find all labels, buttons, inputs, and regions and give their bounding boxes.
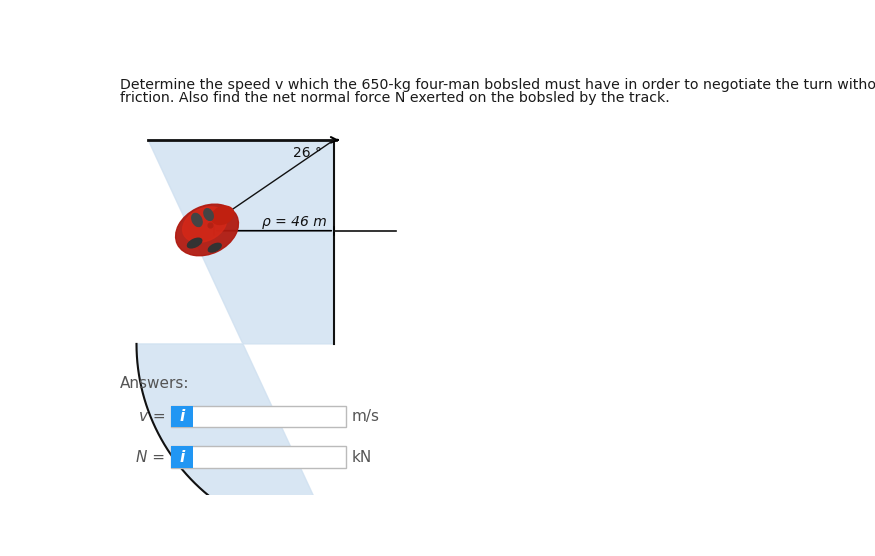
Text: G: G: [214, 210, 223, 223]
Ellipse shape: [183, 207, 227, 242]
Ellipse shape: [192, 214, 202, 226]
Ellipse shape: [208, 244, 221, 252]
Text: Answers:: Answers:: [120, 376, 190, 391]
Text: Determine the speed v which the 650-kg four-man bobsled must have in order to ne: Determine the speed v which the 650-kg f…: [120, 77, 875, 92]
Text: N =: N =: [136, 450, 165, 465]
Text: ρ = 46 m: ρ = 46 m: [262, 215, 327, 229]
Ellipse shape: [187, 238, 202, 248]
Ellipse shape: [176, 204, 239, 256]
Text: i: i: [179, 409, 185, 424]
Ellipse shape: [212, 206, 234, 225]
FancyBboxPatch shape: [172, 446, 193, 468]
Text: v =: v =: [138, 409, 165, 424]
Text: kN: kN: [351, 450, 371, 465]
FancyBboxPatch shape: [172, 405, 346, 427]
FancyBboxPatch shape: [172, 446, 346, 468]
Ellipse shape: [204, 208, 213, 220]
Text: m/s: m/s: [351, 409, 379, 424]
Text: 26 °: 26 °: [293, 146, 322, 160]
FancyBboxPatch shape: [172, 405, 193, 427]
Text: i: i: [179, 450, 185, 465]
Text: friction. Also find the net normal force N exerted on the bobsled by the track.: friction. Also find the net normal force…: [120, 91, 670, 105]
Polygon shape: [136, 140, 334, 540]
